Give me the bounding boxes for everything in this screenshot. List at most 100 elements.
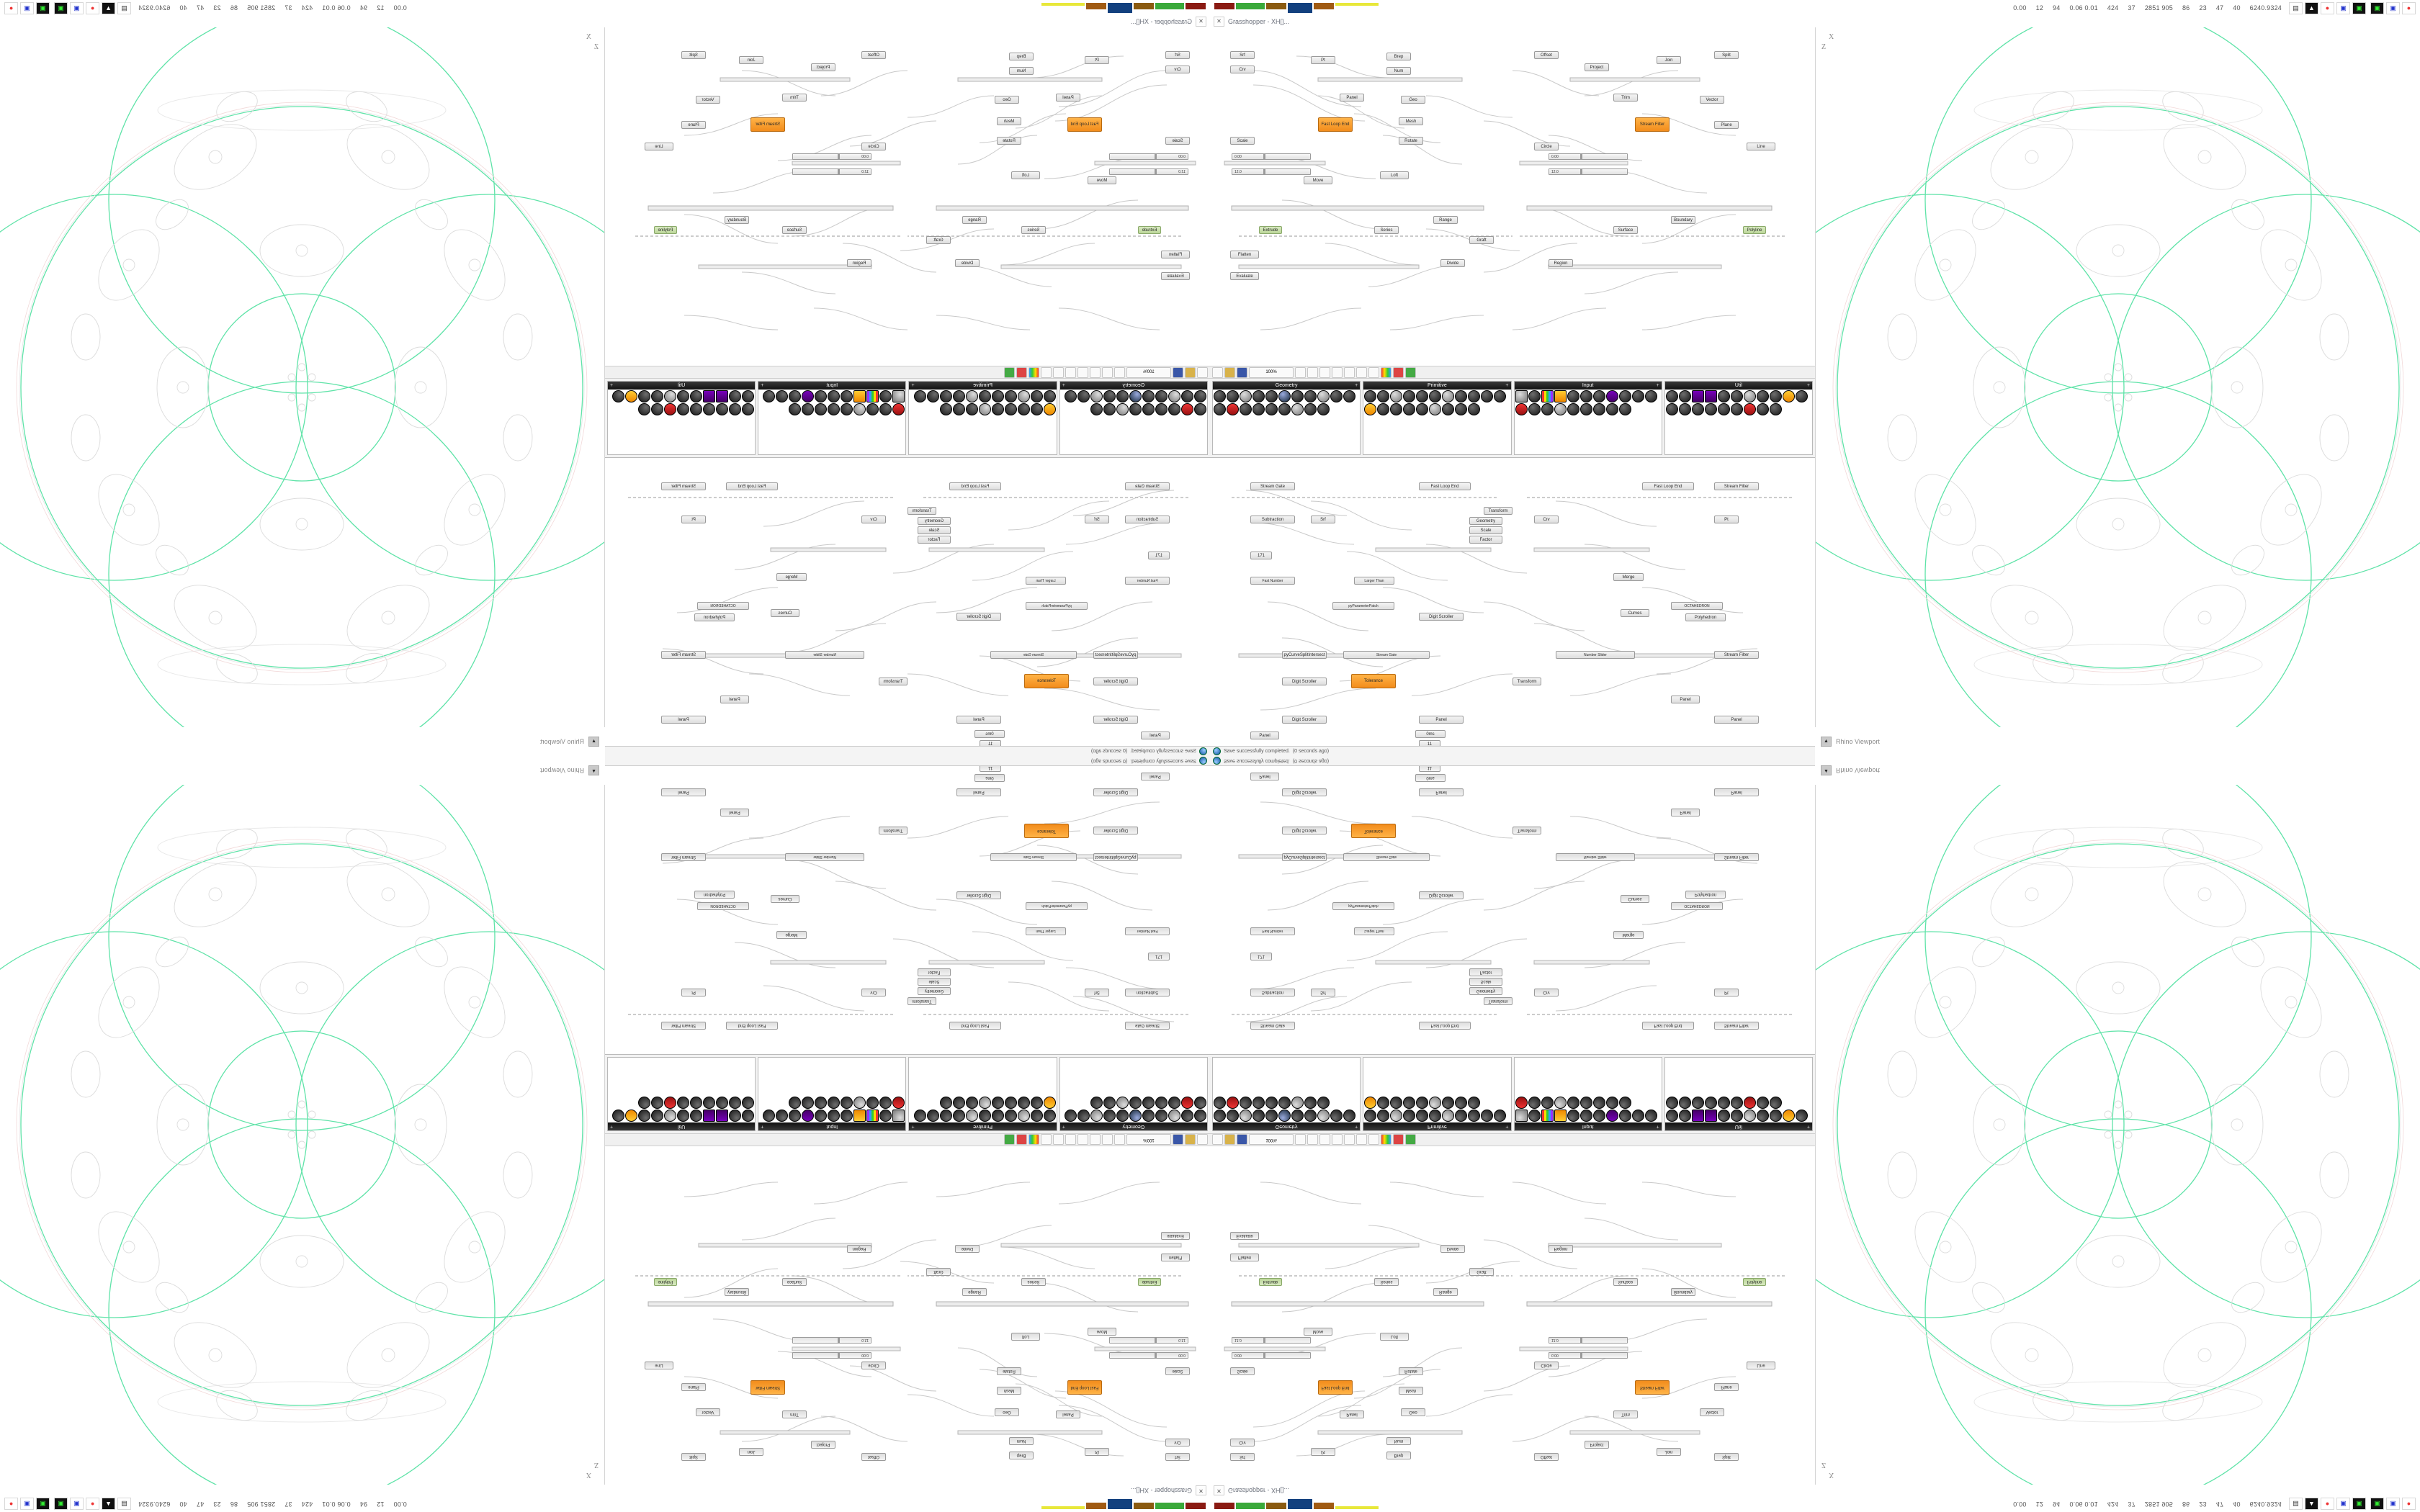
component-icon[interactable] (1030, 1110, 1043, 1122)
node-component[interactable]: Rotate (997, 1367, 1021, 1375)
pan-icon[interactable] (1295, 366, 1306, 378)
profile-icon[interactable] (1393, 366, 1404, 378)
component-icon[interactable] (651, 403, 664, 415)
component-icon[interactable] (1481, 1110, 1494, 1122)
component-icon[interactable] (1455, 403, 1468, 415)
component-icon[interactable] (1743, 1097, 1756, 1109)
floppy-save-icon[interactable]: ▣ (70, 1498, 84, 1511)
component-icon[interactable] (1155, 403, 1168, 415)
node-geometry-port[interactable]: Geometry (1469, 987, 1502, 995)
component-icon[interactable] (1554, 1097, 1567, 1109)
component-icon[interactable] (1103, 1097, 1116, 1109)
component-icon[interactable] (1429, 403, 1442, 415)
component-icon[interactable] (1403, 390, 1416, 402)
node-component[interactable]: Evaluate (1161, 272, 1190, 280)
component-icon[interactable] (1592, 390, 1605, 402)
component-icon[interactable] (1678, 390, 1691, 402)
component-icon[interactable] (1304, 403, 1317, 415)
green-save-icon[interactable]: ▣ (36, 1, 50, 14)
settings-icon[interactable] (1053, 366, 1064, 378)
number-slider[interactable]: 0.00 (1232, 153, 1311, 160)
component-icon[interactable] (879, 1110, 892, 1122)
bake-icon[interactable] (1319, 1134, 1330, 1146)
node-component[interactable]: Line (1747, 1362, 1775, 1369)
node-component[interactable]: Region (847, 1245, 871, 1253)
node-geometry-port[interactable]: Geometry (918, 987, 951, 995)
component-icon[interactable] (828, 1110, 841, 1122)
component-icon[interactable] (1730, 1097, 1743, 1109)
number-slider[interactable]: 12.0 (792, 168, 871, 175)
node-fast-loop-end[interactable]: Fast Loop End (949, 1022, 1001, 1030)
zoom-percent-field[interactable]: 100% (1126, 1134, 1171, 1146)
node-component[interactable]: Move (1304, 176, 1332, 184)
component-icon[interactable] (1090, 1110, 1103, 1122)
node-merge[interactable]: Merge (1613, 931, 1644, 939)
component-icon[interactable] (1004, 403, 1017, 415)
component-icon[interactable] (1377, 403, 1390, 415)
component-icon[interactable] (1090, 390, 1103, 402)
node-component[interactable]: Geo (1401, 96, 1425, 104)
node-scale[interactable]: Transform (879, 678, 908, 685)
component-icon[interactable] (1227, 403, 1239, 415)
component-icon[interactable] (729, 403, 742, 415)
node-stream-gate[interactable]: Stream Gate (1250, 1022, 1295, 1030)
node-component[interactable]: Surface (1613, 1278, 1638, 1286)
node-component[interactable]: Num (1009, 67, 1034, 75)
node-component[interactable]: Divide (955, 1245, 980, 1253)
component-icon[interactable] (1168, 1110, 1180, 1122)
component-icon[interactable] (892, 1097, 905, 1109)
settings-icon[interactable] (1356, 366, 1367, 378)
component-icon[interactable] (1017, 1097, 1030, 1109)
eye-icon[interactable] (1065, 366, 1076, 378)
component-icon[interactable] (841, 1097, 853, 1109)
component-icon[interactable] (1240, 390, 1252, 402)
component-icon[interactable] (1554, 403, 1567, 415)
node-component[interactable]: Range (1433, 1288, 1458, 1296)
component-icon[interactable] (1077, 390, 1090, 402)
tab-util-label[interactable]: Util (1734, 1124, 1742, 1129)
node-digit-scroller[interactable]: Digit Scroller (956, 613, 1001, 621)
component-icon[interactable] (1181, 390, 1193, 402)
node-component[interactable]: Rotate (997, 137, 1021, 145)
node-component[interactable]: Series (1021, 226, 1046, 234)
component-icon[interactable] (1103, 403, 1116, 415)
node-component[interactable]: Join (1657, 56, 1681, 64)
scroll-up-icon[interactable]: ▲ (1821, 737, 1832, 747)
number-slider[interactable]: 0.00 (792, 153, 871, 160)
node-octahedron[interactable]: OCTAHEDRON (1671, 602, 1723, 610)
component-icon[interactable] (1065, 390, 1077, 402)
component-icon[interactable] (939, 390, 952, 402)
node-component[interactable]: Flatten (1161, 1254, 1190, 1261)
cluster-icon[interactable] (1041, 1134, 1052, 1146)
component-icon[interactable] (677, 403, 690, 415)
node-fast-number[interactable]: Fast Number (1250, 577, 1295, 585)
component-icon[interactable] (1030, 403, 1043, 415)
component-icon[interactable] (1704, 1110, 1717, 1122)
node-component[interactable]: Circle (861, 1362, 886, 1369)
component-icon[interactable] (1631, 1110, 1644, 1122)
gh-canvas-upper[interactable]: Srf Crv Pt Brep Num Panel Geo Fast Loop … (1210, 27, 1815, 366)
component-icon[interactable] (1214, 1097, 1226, 1109)
node-digit-scroller[interactable]: Panel (661, 788, 706, 796)
help-icon[interactable] (1405, 366, 1416, 378)
node-component[interactable]: Vector (1700, 96, 1724, 104)
node-component[interactable]: Loft (1011, 1333, 1040, 1341)
component-icon[interactable] (1304, 1097, 1317, 1109)
component-icon[interactable] (1017, 403, 1030, 415)
component-icon[interactable] (866, 403, 879, 415)
node-panel[interactable]: Panel (1671, 696, 1700, 703)
number-slider[interactable]: 0.00 (792, 1352, 871, 1359)
component-icon[interactable] (1265, 1110, 1278, 1122)
component-icon[interactable] (638, 390, 651, 402)
node-component[interactable]: Divide (1440, 259, 1465, 267)
component-icon[interactable] (879, 1097, 892, 1109)
zoom-percent-field[interactable]: 100% (1126, 366, 1171, 378)
preview-icon[interactable] (1077, 1134, 1088, 1146)
scroll-up-icon[interactable]: ▲ (588, 765, 599, 775)
mountain-icon[interactable]: ▲ (102, 1498, 115, 1511)
node-scale[interactable]: Transform (1484, 507, 1512, 515)
component-icon[interactable] (1541, 403, 1554, 415)
component-icon[interactable] (729, 1110, 742, 1122)
mountain-icon[interactable]: ▲ (2305, 1, 2318, 14)
node-stream-filter[interactable]: Stream Filter (1714, 1022, 1759, 1030)
